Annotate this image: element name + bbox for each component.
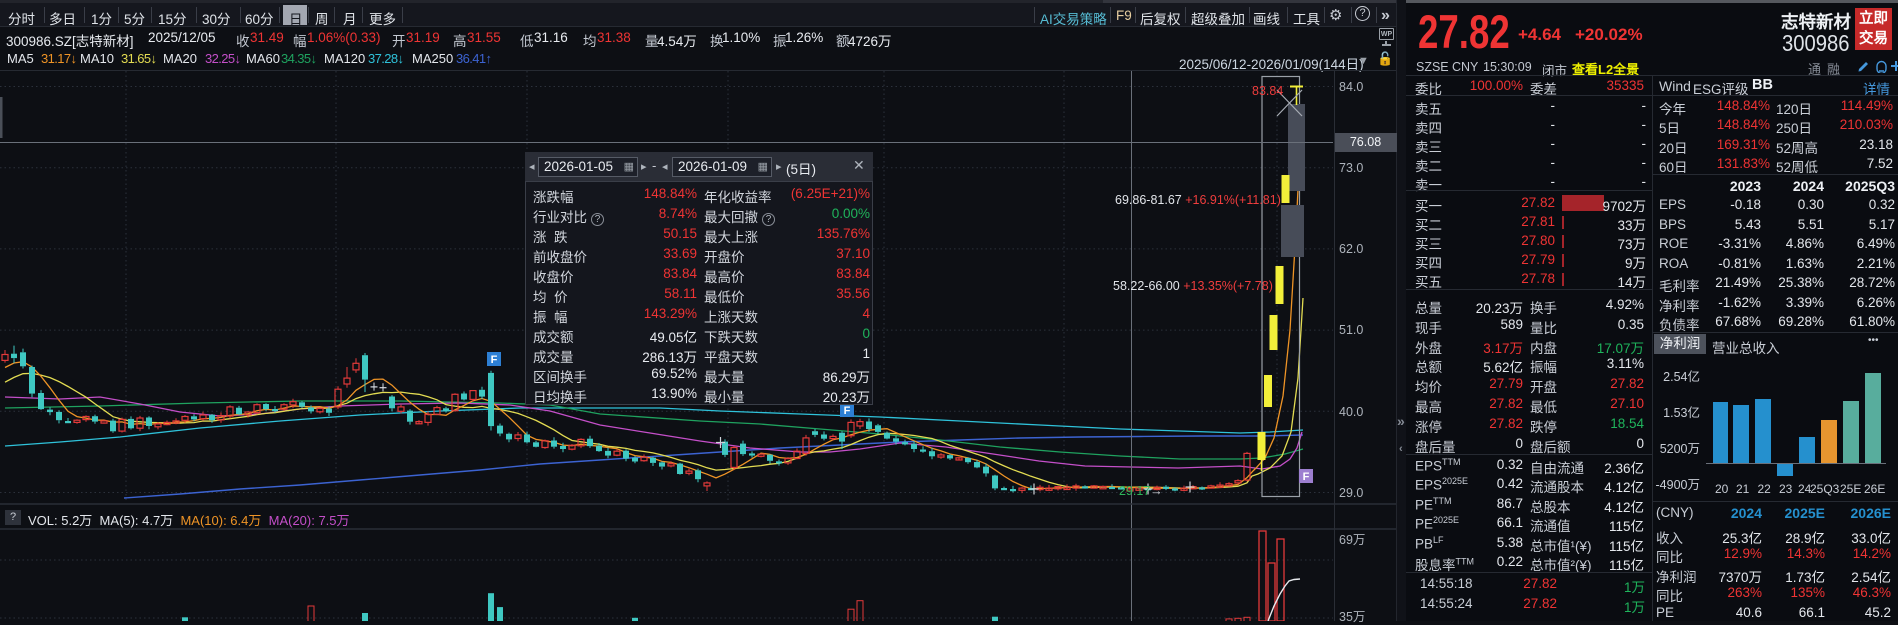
svg-text:F: F: [844, 405, 851, 417]
svg-text:F: F: [1303, 471, 1310, 483]
svg-text:F: F: [491, 354, 498, 366]
svg-text:58.22-66.00 +13.35%(+7.78): 58.22-66.00 +13.35%(+7.78): [1113, 279, 1273, 293]
svg-text:29.17→: 29.17→: [1119, 484, 1163, 498]
svg-text:69.86-81.67 +16.91%(+11.81): 69.86-81.67 +16.91%(+11.81): [1115, 193, 1281, 207]
svg-text:83.84: 83.84: [1252, 84, 1283, 98]
